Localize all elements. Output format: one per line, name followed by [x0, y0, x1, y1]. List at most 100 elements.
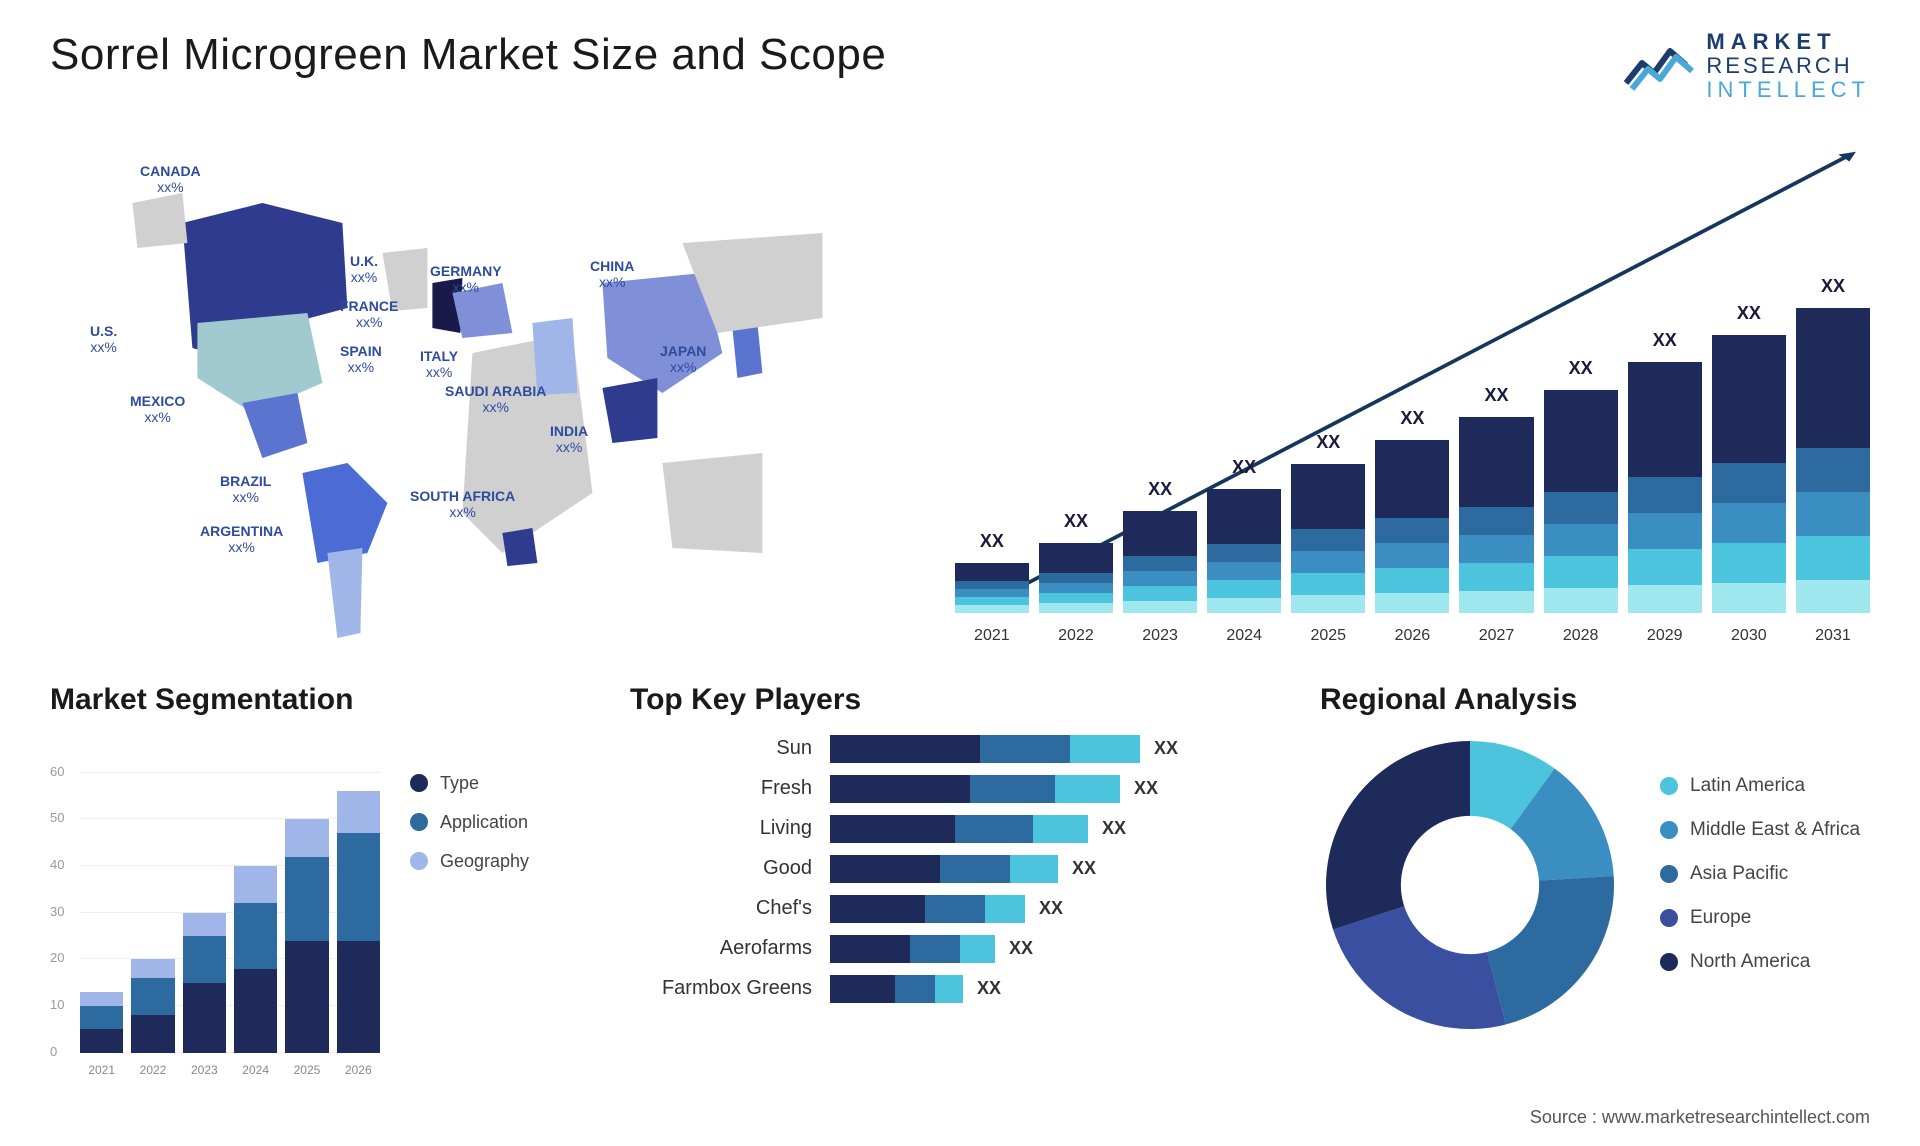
growth-bar: XX: [1796, 308, 1870, 613]
seg-x-label: 2026: [337, 1063, 380, 1077]
growth-bar: XX: [1291, 464, 1365, 613]
growth-bar-label: XX: [1544, 358, 1618, 379]
map-region: [502, 528, 537, 566]
player-value: XX: [1009, 938, 1033, 959]
legend-item: Geography: [410, 851, 529, 872]
growth-bar-label: XX: [955, 531, 1029, 552]
map-region: [327, 548, 362, 638]
header: Sorrel Microgreen Market Size and Scope …: [50, 30, 1870, 103]
player-row: SunXX: [630, 735, 1270, 763]
player-value: XX: [1102, 818, 1126, 839]
seg-bar: [183, 913, 226, 1053]
seg-x-label: 2023: [183, 1063, 226, 1077]
player-row: AerofarmsXX: [630, 935, 1270, 963]
map-label: SAUDI ARABIAxx%: [445, 383, 546, 417]
map-label: ITALYxx%: [420, 348, 458, 382]
player-name: Chef's: [630, 897, 830, 920]
growth-x-label: 2025: [1291, 627, 1365, 645]
map-region: [662, 453, 762, 553]
growth-bar-label: XX: [1039, 511, 1113, 532]
seg-bar: [337, 791, 380, 1052]
seg-y-tick: 30: [50, 904, 64, 919]
growth-x-label: 2023: [1123, 627, 1197, 645]
bottom-row: Market Segmentation 0102030405060 202120…: [50, 683, 1870, 1113]
growth-x-label: 2030: [1712, 627, 1786, 645]
seg-bar: [131, 959, 174, 1052]
map-label: BRAZILxx%: [220, 473, 271, 507]
legend-item: Latin America: [1660, 775, 1860, 797]
seg-bar: [80, 992, 123, 1053]
growth-x-label: 2021: [955, 627, 1029, 645]
map-label: U.K.xx%: [350, 253, 378, 287]
growth-x-label: 2028: [1544, 627, 1618, 645]
growth-bar-label: XX: [1796, 276, 1870, 297]
growth-bar: XX: [1459, 417, 1533, 613]
growth-chart: XXXXXXXXXXXXXXXXXXXXXX 20212022202320242…: [955, 133, 1870, 653]
map-label: MEXICOxx%: [130, 393, 185, 427]
map-region: [302, 463, 387, 563]
top-row: CANADAxx%U.S.xx%MEXICOxx%BRAZILxx%ARGENT…: [50, 133, 1870, 653]
player-bar: [830, 895, 1025, 923]
source-text: Source : www.marketresearchintellect.com: [1530, 1107, 1870, 1128]
growth-bar: XX: [1039, 543, 1113, 613]
player-value: XX: [1039, 898, 1063, 919]
map-region: [732, 323, 762, 378]
player-value: XX: [1072, 858, 1096, 879]
player-name: Living: [630, 817, 830, 840]
growth-bar: XX: [955, 563, 1029, 613]
player-name: Farmbox Greens: [630, 977, 830, 1000]
seg-bar: [234, 866, 277, 1053]
player-row: Living XX: [630, 815, 1270, 843]
legend-item: North America: [1660, 951, 1860, 973]
map-label: JAPANxx%: [660, 343, 706, 377]
player-bar: [830, 935, 995, 963]
legend-item: Europe: [1660, 907, 1860, 929]
player-bar: [830, 775, 1120, 803]
donut-slice: [1326, 741, 1470, 929]
seg-y-tick: 40: [50, 857, 64, 872]
donut-slice: [1487, 876, 1614, 1025]
map-region: [132, 193, 187, 248]
seg-x-label: 2021: [80, 1063, 123, 1077]
page-title: Sorrel Microgreen Market Size and Scope: [50, 30, 886, 80]
growth-x-label: 2027: [1459, 627, 1533, 645]
player-bar: [830, 815, 1088, 843]
regional-panel: Regional Analysis Latin AmericaMiddle Ea…: [1320, 683, 1870, 1113]
players-list: SunXXFreshXXLivingXXGoodXXChef'sXXAerofa…: [630, 735, 1270, 1003]
seg-y-tick: 20: [50, 950, 64, 965]
segmentation-chart: 0102030405060 202120222023202420252026: [50, 743, 380, 1083]
growth-bar: XX: [1375, 440, 1449, 613]
growth-bar-label: XX: [1459, 385, 1533, 406]
player-value: XX: [1154, 738, 1178, 759]
growth-x-label: 2031: [1796, 627, 1870, 645]
legend-item: Type: [410, 773, 529, 794]
player-bar: [830, 975, 963, 1003]
logo-line3: INTELLECT: [1706, 78, 1870, 102]
map-label: U.S.xx%: [90, 323, 117, 357]
growth-bar-label: XX: [1628, 330, 1702, 351]
seg-bar: [285, 819, 328, 1052]
seg-x-label: 2024: [234, 1063, 277, 1077]
growth-x-label: 2026: [1375, 627, 1449, 645]
seg-x-label: 2025: [285, 1063, 328, 1077]
regional-donut: [1320, 735, 1620, 1035]
player-row: Good XX: [630, 855, 1270, 883]
growth-bar: XX: [1207, 489, 1281, 613]
growth-bar: XX: [1544, 390, 1618, 613]
growth-x-label: 2022: [1039, 627, 1113, 645]
growth-x-label: 2029: [1628, 627, 1702, 645]
player-row: Farmbox GreensXX: [630, 975, 1270, 1003]
map-label: SOUTH AFRICAxx%: [410, 488, 515, 522]
map-region: [197, 313, 322, 413]
donut-slice: [1333, 906, 1506, 1029]
seg-x-label: 2022: [131, 1063, 174, 1077]
growth-bar-label: XX: [1712, 303, 1786, 324]
logo-icon: [1624, 39, 1694, 93]
seg-y-tick: 0: [50, 1044, 57, 1059]
player-name: Good: [630, 857, 830, 880]
player-value: XX: [1134, 778, 1158, 799]
seg-y-tick: 60: [50, 764, 64, 779]
player-row: FreshXX: [630, 775, 1270, 803]
regional-title: Regional Analysis: [1320, 683, 1870, 717]
growth-bar: XX: [1628, 362, 1702, 613]
